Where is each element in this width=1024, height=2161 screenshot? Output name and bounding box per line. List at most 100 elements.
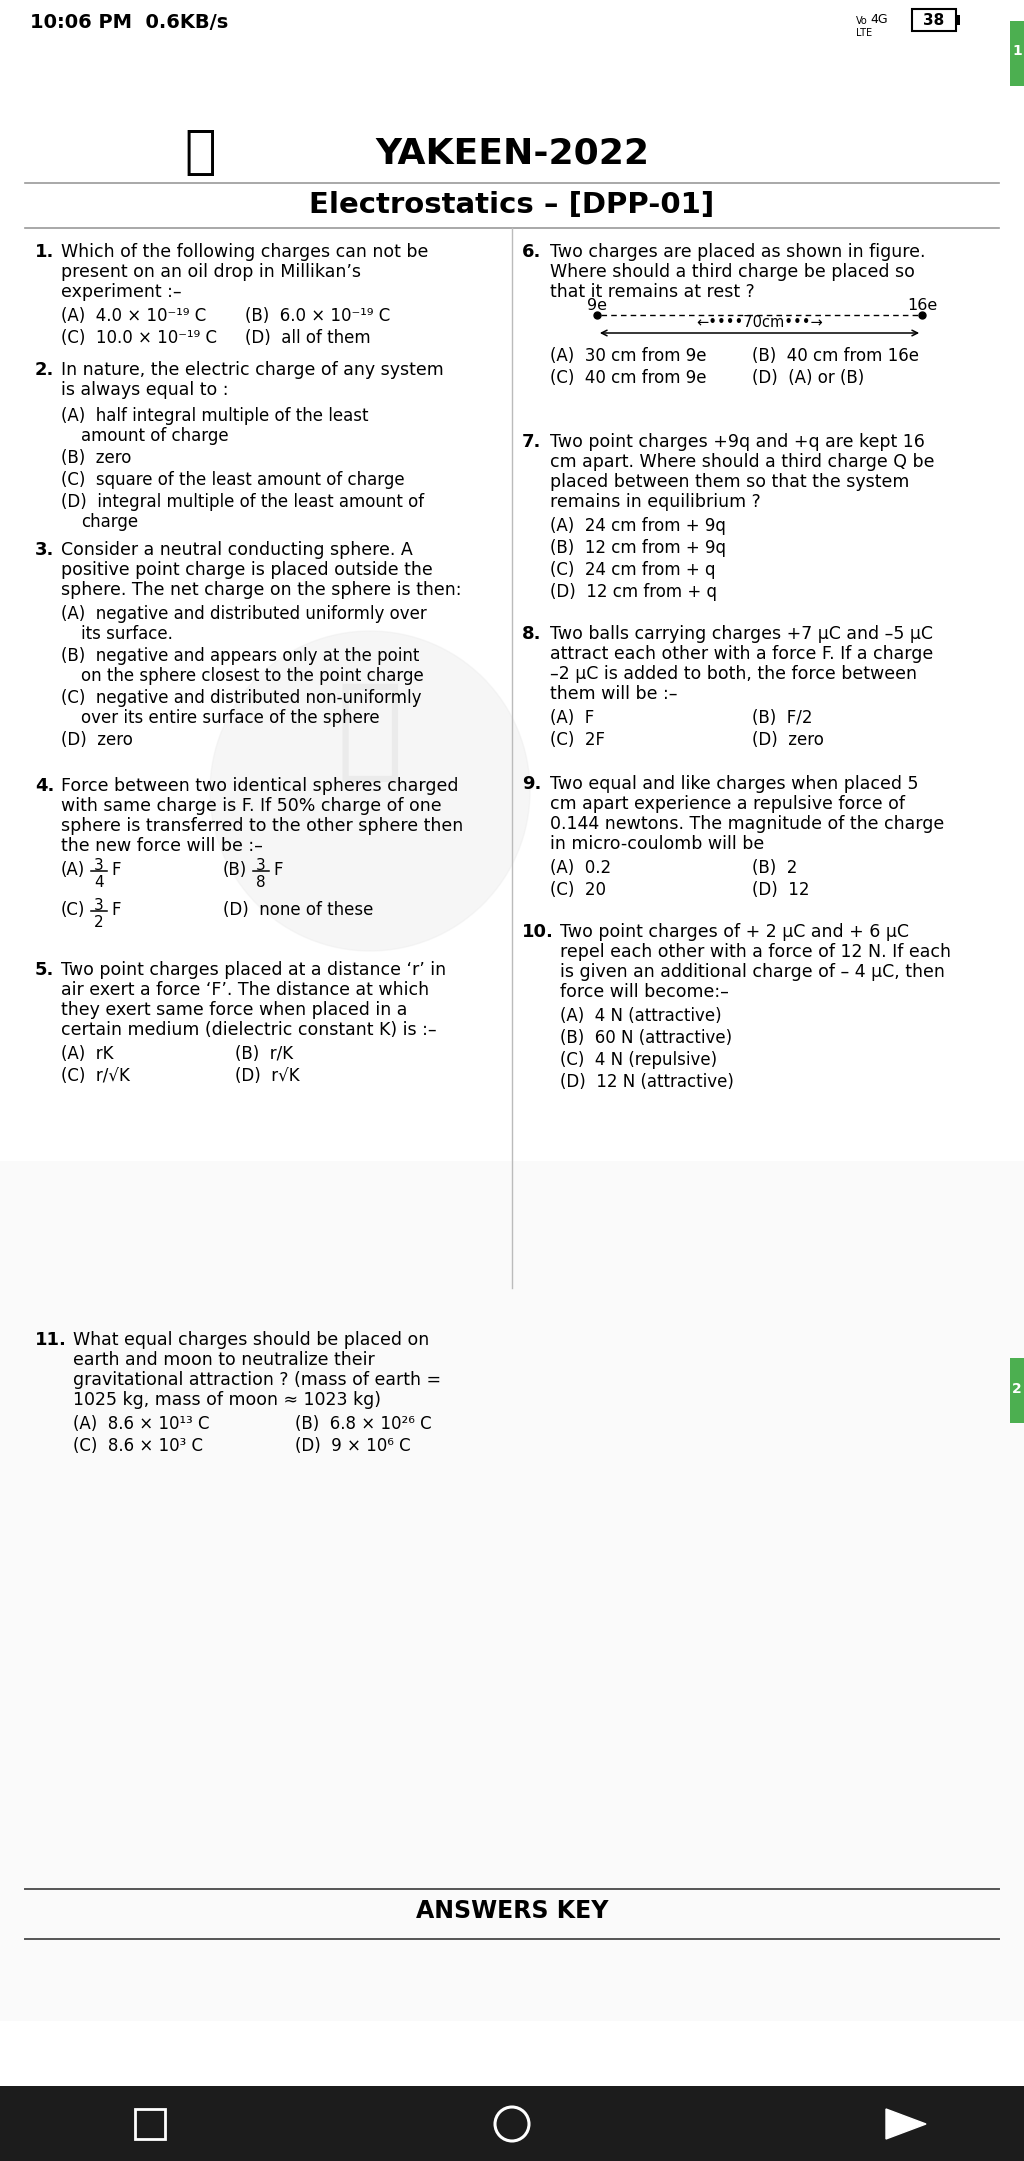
Text: YAKEEN-2022: YAKEEN-2022 [375,136,649,171]
Text: (A)  8.6 × 10¹³ C: (A) 8.6 × 10¹³ C [73,1415,210,1433]
Text: Consider a neutral conducting sphere. A: Consider a neutral conducting sphere. A [61,540,413,560]
Text: (B)  2: (B) 2 [752,860,798,877]
Text: (C): (C) [61,901,85,918]
Text: Two point charges of + 2 μC and + 6 μC: Two point charges of + 2 μC and + 6 μC [560,923,909,940]
Text: sphere. The net charge on the sphere is then:: sphere. The net charge on the sphere is … [61,581,462,599]
Text: F: F [111,901,121,918]
Text: (D)  12: (D) 12 [752,882,810,899]
Text: ANSWERS KEY: ANSWERS KEY [416,1900,608,1923]
Text: 2: 2 [94,914,103,929]
Bar [956,15,961,26]
Text: cm apart. Where should a third charge Q be: cm apart. Where should a third charge Q … [550,454,935,471]
Text: force will become:–: force will become:– [560,983,729,1001]
Text: (C)  4 N (repulsive): (C) 4 N (repulsive) [560,1050,717,1070]
Text: 3: 3 [256,858,266,873]
Text: earth and moon to neutralize their: earth and moon to neutralize their [73,1351,375,1370]
Text: 2: 2 [1012,1383,1022,1396]
Text: (D)  zero: (D) zero [61,730,133,750]
Text: (C)  20: (C) 20 [550,882,606,899]
Text: 10:06 PM  0.6KB/s: 10:06 PM 0.6KB/s [30,13,228,32]
Text: (D)  9 × 10⁶ C: (D) 9 × 10⁶ C [295,1437,411,1454]
Text: over its entire surface of the sphere: over its entire surface of the sphere [81,709,380,726]
Text: In nature, the electric charge of any system: In nature, the electric charge of any sy… [61,361,443,378]
Text: (C)  40 cm from 9e: (C) 40 cm from 9e [550,370,707,387]
Text: gravitational attraction ? (mass of earth =: gravitational attraction ? (mass of eart… [73,1370,441,1390]
Text: (A)  rK: (A) rK [61,1046,114,1063]
Text: sphere is transferred to the other sphere then: sphere is transferred to the other spher… [61,817,463,834]
Text: (D)  r√K: (D) r√K [234,1068,300,1085]
Text: 38: 38 [924,13,944,28]
Text: (B)  12 cm from + 9q: (B) 12 cm from + 9q [550,538,726,558]
Text: is always equal to :: is always equal to : [61,380,228,400]
Text: 1025 kg, mass of moon ≈ 1023 kg): 1025 kg, mass of moon ≈ 1023 kg) [73,1392,381,1409]
Text: that it remains at rest ?: that it remains at rest ? [550,283,755,300]
Bar [912,9,956,30]
Text: F: F [111,860,121,880]
Text: (C)  r/√K: (C) r/√K [61,1068,130,1085]
Text: certain medium (dielectric constant K) is :–: certain medium (dielectric constant K) i… [61,1020,436,1039]
Text: 11.: 11. [35,1331,67,1348]
Text: present on an oil drop in Millikan’s: present on an oil drop in Millikan’s [61,264,361,281]
Text: Two point charges +9q and +q are kept 16: Two point charges +9q and +q are kept 16 [550,432,925,452]
Text: ←••••70cm•••→: ←••••70cm•••→ [696,316,823,331]
Text: is given an additional charge of – 4 μC, then: is given an additional charge of – 4 μC,… [560,964,945,981]
Text: (A)  negative and distributed uniformly over: (A) negative and distributed uniformly o… [61,605,427,622]
Text: air exert a force ‘F’. The distance at which: air exert a force ‘F’. The distance at w… [61,981,429,998]
Text: (A)  24 cm from + 9q: (A) 24 cm from + 9q [550,516,726,536]
Text: 🌾: 🌾 [337,679,403,784]
Text: (C)  10.0 × 10⁻¹⁹ C: (C) 10.0 × 10⁻¹⁹ C [61,328,217,348]
Text: its surface.: its surface. [81,625,173,644]
Bar [0,1232,1024,1301]
Text: Vo
LTE: Vo LTE [856,15,872,37]
Text: What equal charges should be placed on: What equal charges should be placed on [73,1331,429,1348]
Text: Two point charges placed at a distance ‘r’ in: Two point charges placed at a distance ‘… [61,962,446,979]
Text: F: F [273,860,283,880]
Text: (D)  12 cm from + q: (D) 12 cm from + q [550,583,717,601]
Text: positive point charge is placed outside the: positive point charge is placed outside … [61,562,433,579]
Text: Which of the following charges can not be: Which of the following charges can not b… [61,242,428,261]
Text: 3: 3 [94,899,103,912]
Text: (D)  none of these: (D) none of these [223,901,374,918]
Text: (A)  4 N (attractive): (A) 4 N (attractive) [560,1007,722,1024]
Text: ✊: ✊ [184,125,216,177]
Text: (B)  60 N (attractive): (B) 60 N (attractive) [560,1029,732,1046]
Text: 2.: 2. [35,361,54,378]
Text: on the sphere closest to the point charge: on the sphere closest to the point charg… [81,668,424,685]
Text: they exert same force when placed in a: they exert same force when placed in a [61,1001,408,1020]
Text: 9e: 9e [587,298,607,313]
Text: cm apart experience a repulsive force of: cm apart experience a repulsive force of [550,795,905,813]
Bar [1010,1357,1024,1422]
Text: (D)  all of them: (D) all of them [245,328,371,348]
Text: 9.: 9. [522,776,542,793]
Bar [0,1160,1024,2021]
Text: 1.: 1. [35,242,54,261]
Text: (A)  half integral multiple of the least: (A) half integral multiple of the least [61,406,369,426]
Text: Force between two identical spheres charged: Force between two identical spheres char… [61,778,459,795]
Text: Two balls carrying charges +7 μC and –5 μC: Two balls carrying charges +7 μC and –5 … [550,625,933,644]
Text: 5.: 5. [35,962,54,979]
Polygon shape [886,2109,926,2139]
Text: 10.: 10. [522,923,554,940]
Text: (B)  F/2: (B) F/2 [752,709,812,726]
Text: 3: 3 [94,858,103,873]
Text: them will be :–: them will be :– [550,685,678,702]
Text: (B)  6.8 × 10²⁶ C: (B) 6.8 × 10²⁶ C [295,1415,432,1433]
Text: 7.: 7. [522,432,542,452]
Text: (D)  (A) or (B): (D) (A) or (B) [752,370,864,387]
Bar [0,2085,1024,2161]
Text: (C)  square of the least amount of charge: (C) square of the least amount of charge [61,471,404,488]
Text: (D)  12 N (attractive): (D) 12 N (attractive) [560,1074,734,1091]
Text: (C)  24 cm from + q: (C) 24 cm from + q [550,562,716,579]
Text: placed between them so that the system: placed between them so that the system [550,473,909,491]
Text: 1: 1 [1012,43,1022,58]
Text: 4: 4 [94,875,103,890]
Text: 0.144 newtons. The magnitude of the charge: 0.144 newtons. The magnitude of the char… [550,815,944,832]
Text: repel each other with a force of 12 N. If each: repel each other with a force of 12 N. I… [560,942,951,962]
Text: (B)  negative and appears only at the point: (B) negative and appears only at the poi… [61,646,420,666]
Text: Two equal and like charges when placed 5: Two equal and like charges when placed 5 [550,776,919,793]
Bar [135,2109,165,2139]
Text: with same charge is F. If 50% charge of one: with same charge is F. If 50% charge of … [61,797,441,815]
Text: 8: 8 [256,875,266,890]
Text: (B)  6.0 × 10⁻¹⁹ C: (B) 6.0 × 10⁻¹⁹ C [245,307,390,324]
Text: (B)  40 cm from 16e: (B) 40 cm from 16e [752,348,919,365]
